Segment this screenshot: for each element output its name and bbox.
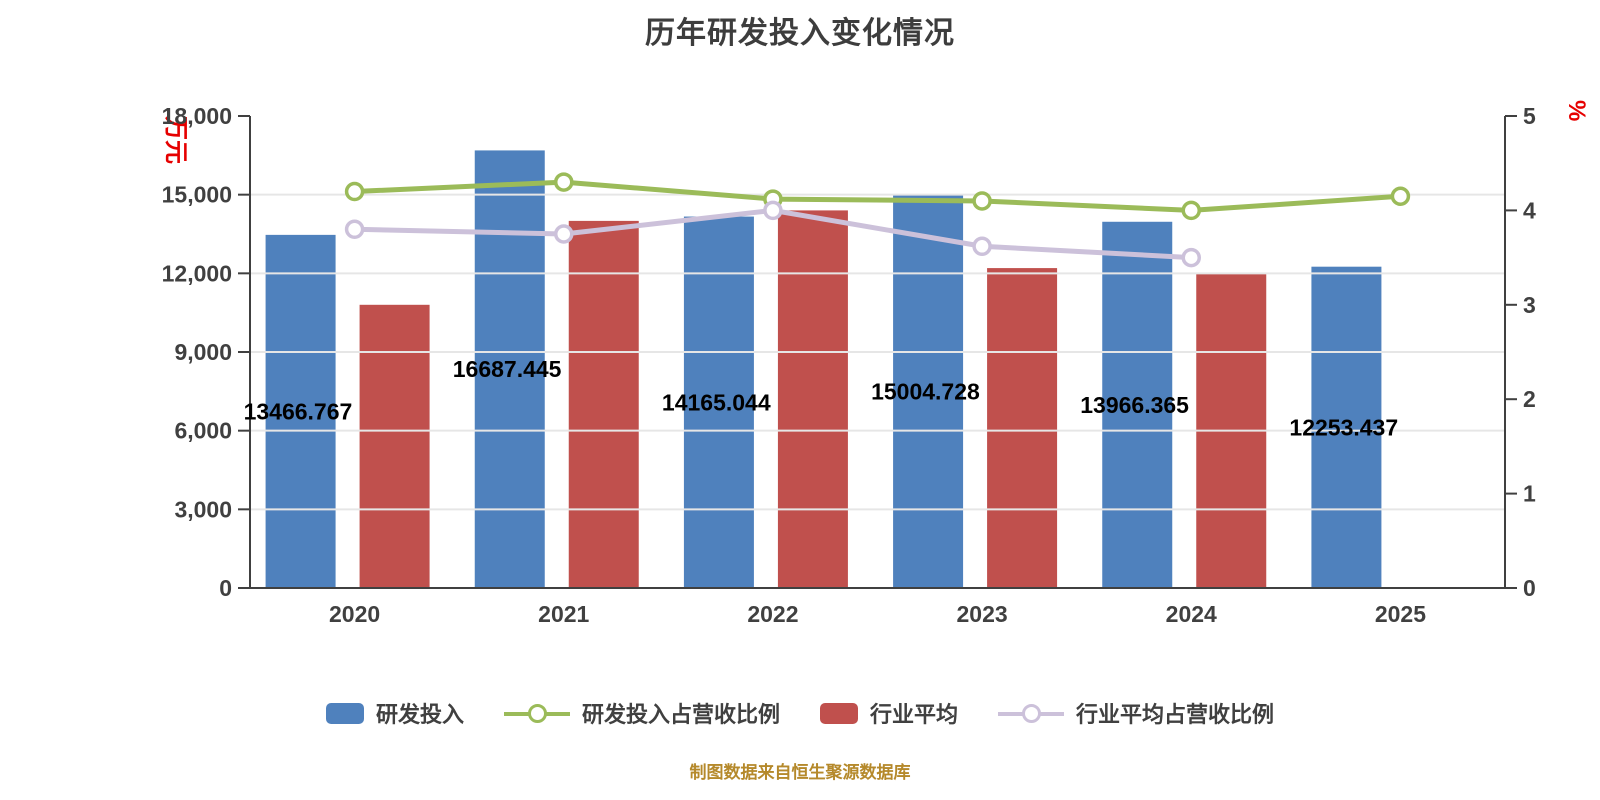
legend-line-dot-icon	[527, 703, 547, 723]
bar-行业平均-2020	[359, 304, 430, 588]
left-axis-tick-label: 12,000	[162, 260, 232, 286]
marker-研发投入占营收比例	[344, 181, 365, 202]
legend-item-0[interactable]: 研发投入	[325, 697, 464, 729]
left-axis-tick-label: 0	[219, 575, 232, 601]
left-axis-tick-label: 18,000	[162, 103, 232, 129]
bar-研发投入-2021	[474, 150, 545, 589]
legend-item-3[interactable]: 行业平均占营收比例	[998, 697, 1274, 729]
x-axis-category-label: 2024	[1166, 601, 1217, 627]
legend-line-dot-icon	[1022, 703, 1042, 723]
legend-item-1[interactable]: 研发投入占营收比例	[503, 697, 780, 729]
left-axis-tick-label: 6,000	[174, 418, 232, 444]
x-axis-category-label: 2022	[747, 601, 798, 627]
bar-value-label: 16687.445	[453, 356, 562, 382]
marker-行业平均占营收比例	[972, 236, 992, 257]
bar-value-label: 15004.728	[871, 378, 980, 404]
x-axis-category-label: 2021	[538, 601, 589, 627]
right-axis-tick-label: 0	[1523, 575, 1536, 601]
bar-value-label: 13466.767	[244, 398, 353, 424]
legend-label: 行业平均	[870, 702, 959, 727]
legend-label: 行业平均占营收比例	[1076, 702, 1275, 727]
bar-行业平均-2021	[568, 220, 639, 588]
marker-研发投入占营收比例	[1390, 186, 1411, 206]
bar-研发投入-2023	[893, 194, 964, 588]
x-axis-category-label: 2025	[1375, 601, 1426, 627]
marker-行业平均占营收比例	[763, 200, 783, 221]
legend: 研发投入 研发投入占营收比例 行业平均 行业平均占营收比例	[0, 697, 1600, 729]
legend-item-2[interactable]: 行业平均	[820, 697, 958, 729]
marker-研发投入占营收比例	[972, 191, 992, 211]
bar-行业平均-2023	[987, 268, 1058, 588]
marker-研发投入占营收比例	[554, 172, 574, 192]
right-axis-tick-label: 3	[1523, 292, 1536, 318]
right-axis-tick-label: 2	[1523, 386, 1536, 412]
x-axis-category-label: 2020	[329, 601, 380, 627]
right-axis-tick-label: 4	[1523, 197, 1536, 223]
legend-bar-swatch	[325, 702, 364, 724]
marker-行业平均占营收比例	[344, 219, 365, 240]
bar-研发投入-2020	[265, 234, 336, 588]
right-axis-tick-label: 5	[1523, 103, 1536, 129]
legend-label: 研发投入占营收比例	[581, 702, 780, 727]
left-axis-tick-label: 15,000	[162, 182, 232, 208]
bar-value-label: 12253.437	[1289, 414, 1398, 440]
bar-研发投入-2022	[683, 216, 754, 588]
marker-行业平均占营收比例	[554, 224, 574, 244]
data-source-note: 制图数据来自恒生聚源数据库	[689, 763, 911, 782]
line-研发投入占营收比例	[352, 179, 1403, 213]
bar-value-label: 13966.365	[1080, 392, 1189, 418]
chart-canvas: 0 3,000 6,000 9,000 12,000 15,000 18,000 0 1 2 3 4 5…	[162, 103, 1536, 627]
marker-研发投入占营收比例	[1181, 200, 1201, 221]
bar-行业平均-2022	[777, 210, 848, 588]
left-axis-tick-label: 3,000	[174, 496, 232, 522]
bar-研发投入-2025	[1311, 266, 1382, 588]
left-axis-tick-label: 9,000	[174, 339, 232, 365]
bar-value-label: 14165.044	[662, 389, 771, 415]
legend-label: 研发投入	[375, 702, 464, 727]
marker-行业平均占营收比例	[1181, 247, 1201, 268]
bar-研发投入-2024	[1102, 221, 1173, 588]
legend-line-swatch	[503, 703, 570, 724]
chart-title: 历年研发投入变化情况	[645, 17, 955, 50]
legend-line-swatch	[998, 703, 1065, 724]
x-axis-category-label: 2023	[956, 601, 1007, 627]
right-axis-tick-label: 1	[1523, 481, 1536, 507]
legend-bar-swatch	[820, 702, 858, 724]
